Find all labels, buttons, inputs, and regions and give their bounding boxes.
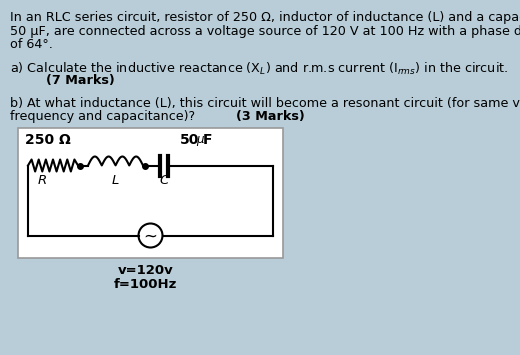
Text: b) At what inductance (L), this circuit will become a resonant circuit (for same: b) At what inductance (L), this circuit …: [10, 97, 520, 109]
Text: μ: μ: [196, 133, 203, 147]
Text: f=100Hz: f=100Hz: [114, 278, 177, 290]
Text: C: C: [159, 175, 168, 187]
FancyBboxPatch shape: [18, 127, 283, 257]
Text: R: R: [37, 174, 47, 186]
Text: (7 Marks): (7 Marks): [10, 74, 115, 87]
Text: 50: 50: [180, 132, 199, 147]
Text: of 64°.: of 64°.: [10, 38, 53, 51]
Text: ~: ~: [144, 228, 158, 246]
Text: 250 Ω: 250 Ω: [25, 132, 71, 147]
Text: (3 Marks): (3 Marks): [236, 110, 305, 123]
Text: frequency and capacitance)?: frequency and capacitance)?: [10, 110, 195, 123]
Text: F: F: [203, 132, 213, 147]
Text: In an RLC series circuit, resistor of 250 Ω, inductor of inductance (L) and a ca: In an RLC series circuit, resistor of 25…: [10, 11, 520, 24]
Text: v=120v: v=120v: [118, 263, 173, 277]
Text: L: L: [111, 175, 119, 187]
Text: a) Calculate the inductive reactance (X$_L$) and r.m.s current (I$_{rms}$) in th: a) Calculate the inductive reactance (X$…: [10, 60, 509, 77]
Text: 50 μF, are connected across a voltage source of 120 V at 100 Hz with a phase dif: 50 μF, are connected across a voltage so…: [10, 24, 520, 38]
